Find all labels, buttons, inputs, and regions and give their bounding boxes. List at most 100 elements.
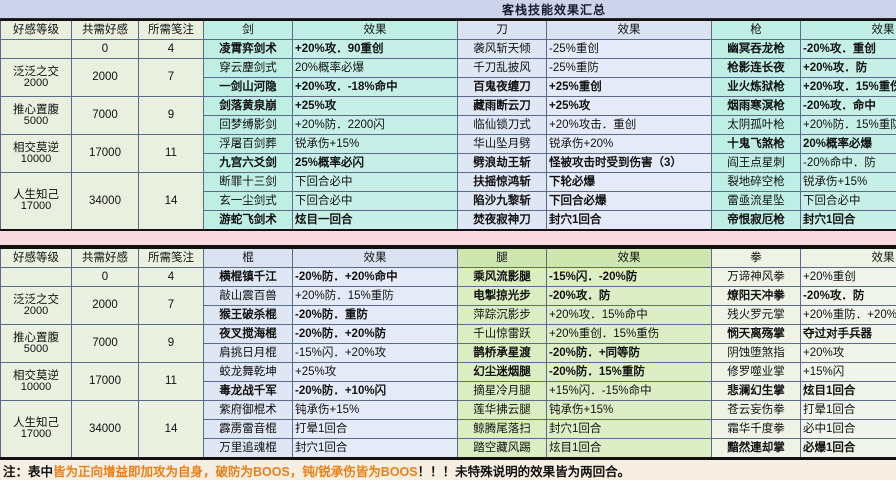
skill-effect-cell: 锐承伤+15% (801, 173, 896, 192)
footer-note: 注：表中皆为正向增益即加攻为自身，破防为BOOS，钝/锐承伤皆为BOOS！！！未… (0, 459, 896, 480)
header-staff: 棍 (204, 248, 293, 268)
skill-effect-cell: 钝承伤+15% (547, 401, 712, 420)
skill-name-cell: 焚夜寂神刀 (458, 211, 547, 231)
rank-cell (1, 40, 72, 59)
skill-name-cell: 修罗噬业掌 (712, 363, 801, 382)
skill-name-cell: 劈浪劫王斩 (458, 154, 547, 173)
skill-effect-cell: 必中1回合 (801, 420, 896, 439)
skill-name-cell: 临仙锁刀式 (458, 116, 547, 135)
skill-effect-cell: +20%重创．15%重伤 (547, 325, 712, 344)
skill-effect-cell: -20%攻．命中 (801, 97, 896, 116)
header-effect-leg: 效果 (547, 248, 712, 268)
header-note: 所需笺注 (139, 248, 204, 268)
favor-cell: 17000 (72, 135, 139, 173)
skill-effect-cell: +15%闪 (801, 363, 896, 382)
skill-effect-cell: -20%攻．重创 (801, 40, 896, 59)
skill-name-cell: 百鬼夜缠刀 (458, 78, 547, 97)
favor-cell: 7000 (72, 97, 139, 135)
skill-name-cell: 扶摇惊鸿斩 (458, 173, 547, 192)
skill-effect-cell: 封穴1回合 (547, 211, 712, 231)
skill-name-cell: 凌霄弈剑术 (204, 40, 293, 59)
skill-effect-cell: +20%攻．90重创 (293, 40, 458, 59)
header-leg: 腿 (458, 248, 547, 268)
skill-effect-cell: +20%重创 (801, 268, 896, 287)
skill-effect-cell: 20%概率必爆 (801, 135, 896, 154)
skill-effect-cell: 下回合必中 (293, 173, 458, 192)
header-effect-saber: 效果 (547, 20, 712, 40)
skill-name-cell: 华山坠月劈 (458, 135, 547, 154)
skill-name-cell: 帝恨寂厄枪 (712, 211, 801, 231)
favor-cell: 0 (72, 40, 139, 59)
skill-name-cell: 陷沙九黎斩 (458, 192, 547, 211)
skill-name-cell: 乘风流影腿 (458, 268, 547, 287)
table-separator (0, 231, 896, 247)
note-cell: 4 (139, 40, 204, 59)
favor-cell: 0 (72, 268, 139, 287)
skill-effect-cell: -20%防．重防 (293, 306, 458, 325)
skill-effect-cell: 下回合必爆 (547, 192, 712, 211)
skill-effect-cell: 打晕1回合 (801, 401, 896, 420)
skill-name-cell: 阎王点星刺 (712, 154, 801, 173)
skill-name-cell: 烟雨寒溟枪 (712, 97, 801, 116)
skill-effect-cell: 打晕1回合 (293, 420, 458, 439)
note-cell: 4 (139, 268, 204, 287)
title-bar: 客栈技能效果汇总 (0, 0, 896, 19)
note-cell: 14 (139, 401, 204, 459)
skill-effect-cell: 下轮必爆 (547, 173, 712, 192)
skill-effect-cell: 锐承伤+20% (547, 135, 712, 154)
skill-name-cell: 黯然連却掌 (712, 439, 801, 459)
skill-effect-cell: +20%攻．15%重伤 (801, 78, 896, 97)
skill-name-cell: 千山惊雷跃 (458, 325, 547, 344)
skill-effect-cell: 封穴1回合 (547, 420, 712, 439)
skill-effect-cell: 钝承伤+15% (293, 401, 458, 420)
skill-effect-cell: 20%概率必爆 (293, 59, 458, 78)
favor-cell: 34000 (72, 401, 139, 459)
skill-effect-cell: +20%攻击．重创 (547, 116, 712, 135)
skill-name-cell: 燎阳天冲拳 (712, 287, 801, 306)
skill-name-cell: 十鬼飞煞枪 (712, 135, 801, 154)
favor-cell: 7000 (72, 325, 139, 363)
skill-effect-cell: -20%防．15%重防 (547, 363, 712, 382)
skill-name-cell: 鲸腾尾落扫 (458, 420, 547, 439)
skill-effect-cell: +25%攻 (293, 363, 458, 382)
skill-effect-cell: +20%攻．15%命中 (547, 306, 712, 325)
header-favor: 共需好感 (72, 248, 139, 268)
skill-name-cell: 雷亟流星坠 (712, 192, 801, 211)
skill-name-cell: 枪影连长夜 (712, 59, 801, 78)
skill-effect-cell: +15%闪．-15%命中 (547, 382, 712, 401)
footer-note-prefix: 注：表中 (3, 461, 53, 480)
table-header-row: 好感等级共需好感所需笺注棍效果腿效果拳效果 (1, 248, 896, 268)
skill-name-cell: 幻尘迷烟腿 (458, 363, 547, 382)
skill-name-cell: 幽冥吞龙枪 (712, 40, 801, 59)
favor-cell: 34000 (72, 173, 139, 231)
skill-effect-cell: 夺过对手兵器 (801, 325, 896, 344)
skill-name-cell: 萍踪沉影步 (458, 306, 547, 325)
skill-effect-cell: 下回合必中 (293, 192, 458, 211)
skill-name-cell: 霹雳雷音棍 (204, 420, 293, 439)
skill-effect-cell: -15%闪．+20%攻 (293, 344, 458, 363)
skill-effect-cell: 25%概率必闪 (293, 154, 458, 173)
skill-effect-cell: 炫目1回合 (801, 382, 896, 401)
skill-name-cell: 猴王破杀棍 (204, 306, 293, 325)
table-header-row: 好感等级共需好感所需笺注剑效果刀效果枪效果 (1, 20, 896, 40)
skill-name-cell: 敲山震百兽 (204, 287, 293, 306)
skill-name-cell: 玄一尘剑式 (204, 192, 293, 211)
skill-effect-cell: 炫目1回合 (547, 439, 712, 459)
favor-cell: 2000 (72, 287, 139, 325)
skill-name-cell: 穿云麈剑式 (204, 59, 293, 78)
skill-name-cell: 游蛇飞剑术 (204, 211, 293, 231)
skill-effect-cell: 锐承伤+15% (293, 135, 458, 154)
skill-name-cell: 万谛神风拳 (712, 268, 801, 287)
skill-effect-cell: 必爆1回合 (801, 439, 896, 459)
